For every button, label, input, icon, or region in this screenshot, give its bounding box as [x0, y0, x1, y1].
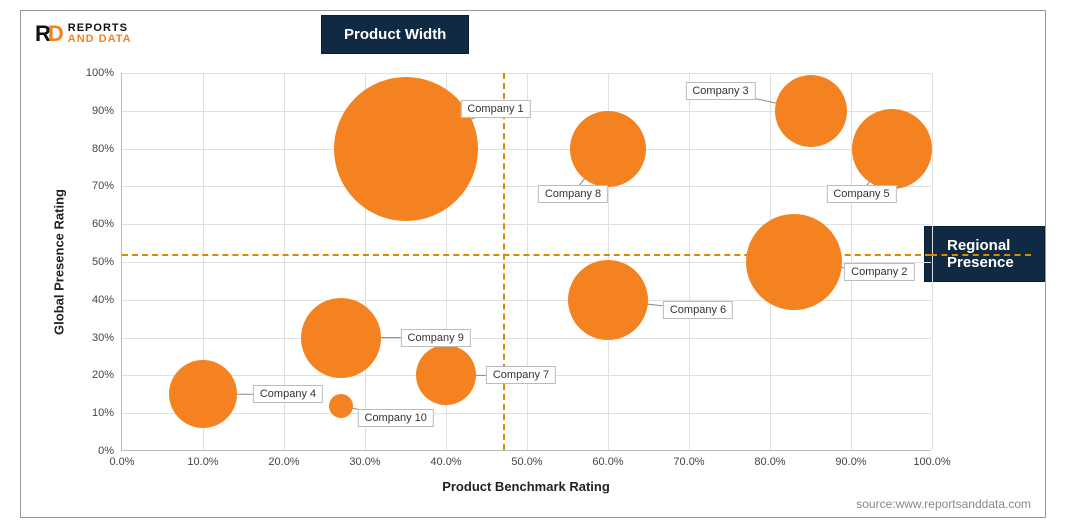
- logo-d: D: [48, 21, 64, 47]
- x-tick-label: 0.0%: [109, 456, 134, 468]
- gridline-h: [122, 149, 931, 150]
- bubble: [334, 77, 478, 221]
- bubble: [775, 75, 847, 147]
- x-tick-label: 40.0%: [430, 456, 461, 468]
- x-tick-label: 60.0%: [592, 456, 623, 468]
- banner-product-width: Product Width: [321, 15, 469, 54]
- data-label: Company 2: [844, 263, 914, 281]
- y-tick-label: 20%: [92, 369, 114, 381]
- x-tick-label: 100.0%: [913, 456, 950, 468]
- gridline-h: [122, 186, 931, 187]
- data-label: Company 6: [663, 301, 733, 319]
- plot-area: 0.0%10.0%20.0%30.0%40.0%50.0%60.0%70.0%8…: [121, 73, 931, 451]
- bubble: [301, 298, 381, 378]
- data-label: Company 5: [826, 185, 896, 203]
- logo-text: REPORTS AND DATA: [68, 23, 132, 45]
- x-tick-label: 90.0%: [835, 456, 866, 468]
- x-tick-label: 10.0%: [187, 456, 218, 468]
- data-label: Company 3: [685, 82, 755, 100]
- chart-frame: R D REPORTS AND DATA Product Width Regio…: [20, 10, 1046, 518]
- y-axis-label: Global Presence Rating: [52, 189, 67, 335]
- y-tick-label: 0%: [98, 445, 114, 457]
- logo-line2: AND DATA: [68, 34, 132, 45]
- bubble: [852, 109, 932, 189]
- source-attribution: source:www.reportsanddata.com: [856, 497, 1031, 511]
- reference-line-vertical: [503, 73, 505, 450]
- logo-mark: R D: [35, 21, 64, 47]
- gridline-v: [932, 73, 933, 450]
- y-tick-label: 60%: [92, 218, 114, 230]
- reference-line-horizontal-ext: [931, 254, 1031, 256]
- bubble-chart: 0.0%10.0%20.0%30.0%40.0%50.0%60.0%70.0%8…: [121, 73, 931, 451]
- x-axis-label: Product Benchmark Rating: [442, 479, 610, 494]
- data-label: Company 1: [460, 100, 530, 118]
- x-tick-label: 30.0%: [349, 456, 380, 468]
- bubble: [416, 345, 476, 405]
- y-tick-label: 90%: [92, 105, 114, 117]
- data-label: Company 10: [358, 409, 434, 427]
- y-tick-label: 100%: [86, 67, 114, 79]
- y-tick-label: 10%: [92, 407, 114, 419]
- data-label: Company 8: [538, 185, 608, 203]
- bubble: [169, 360, 237, 428]
- data-label: Company 7: [486, 366, 556, 384]
- y-tick-label: 70%: [92, 180, 114, 192]
- gridline-h: [122, 413, 931, 414]
- y-tick-label: 50%: [92, 256, 114, 268]
- bubble: [329, 394, 353, 418]
- bubble: [746, 214, 842, 310]
- logo: R D REPORTS AND DATA: [35, 21, 132, 47]
- x-tick-label: 70.0%: [673, 456, 704, 468]
- data-label: Company 9: [401, 329, 471, 347]
- x-tick-label: 80.0%: [754, 456, 785, 468]
- bubble: [568, 260, 648, 340]
- x-tick-label: 50.0%: [511, 456, 542, 468]
- y-tick-label: 30%: [92, 332, 114, 344]
- x-tick-label: 20.0%: [268, 456, 299, 468]
- data-label: Company 4: [253, 385, 323, 403]
- y-tick-label: 40%: [92, 294, 114, 306]
- gridline-h: [122, 338, 931, 339]
- y-tick-label: 80%: [92, 143, 114, 155]
- bubble: [570, 111, 646, 187]
